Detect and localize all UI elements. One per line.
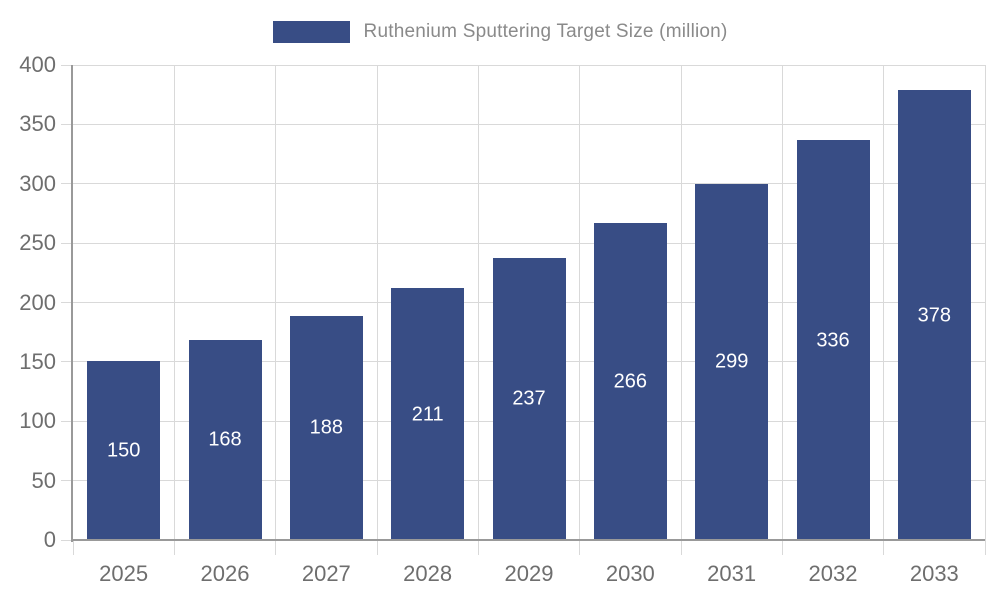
x-axis-tick (376, 540, 378, 555)
legend-swatch (272, 21, 350, 43)
bar-value-label: 168 (208, 428, 242, 451)
bar (492, 257, 566, 539)
bar-value-label: 237 (512, 387, 546, 410)
gridline-vertical (173, 65, 175, 540)
gridline-vertical (883, 65, 885, 540)
x-axis-tick (72, 540, 74, 555)
y-tick-label: 50 (31, 467, 56, 493)
y-axis-tick (61, 123, 72, 125)
gridline-horizontal (73, 64, 985, 66)
bar (796, 140, 870, 539)
x-tick-label: 2032 (808, 561, 858, 586)
bar-value-label: 299 (714, 350, 749, 373)
x-tick-label: 2027 (301, 561, 351, 586)
plot-area: 0 50 100 150 200 250 300 350 400 150 2025 168 2026 18… (19, 52, 986, 586)
y-axis-tick (61, 183, 72, 185)
y-axis-tick (61, 302, 72, 303)
y-axis-tick (61, 539, 72, 541)
y-axis-tick (61, 480, 72, 482)
y-axis-tick (61, 64, 72, 66)
gridline-horizontal (73, 242, 985, 244)
x-axis-tick (173, 540, 175, 555)
gridline-horizontal (73, 183, 985, 185)
gridline-vertical (984, 65, 986, 540)
y-tick-label: 100 (19, 408, 56, 434)
x-axis-tick (579, 540, 581, 555)
x-tick-label: 2028 (403, 561, 453, 586)
y-tick-label: 400 (19, 52, 56, 77)
gridline-vertical (680, 65, 682, 540)
x-axis-tick (781, 540, 783, 555)
x-axis-tick (984, 540, 986, 555)
y-tick-label: 200 (19, 289, 56, 315)
y-tick-label: 250 (19, 230, 56, 256)
bar (87, 360, 161, 539)
y-axis-tick (61, 242, 72, 244)
x-axis-tick (275, 540, 277, 555)
bar (188, 339, 262, 539)
gridline-vertical (781, 65, 783, 540)
x-axis-tick (883, 540, 885, 555)
bar-value-label: 378 (917, 304, 952, 327)
gridline-vertical (477, 65, 479, 540)
x-tick-label: 2033 (909, 561, 959, 586)
gridline-vertical (579, 65, 581, 540)
y-tick-label: 150 (19, 348, 56, 374)
chart-legend[interactable]: Ruthenium Sputtering Target Size (millio… (0, 14, 1000, 50)
y-axis-tick (61, 420, 72, 422)
x-axis-tick (680, 540, 682, 555)
gridline-horizontal (73, 123, 985, 125)
gridline-vertical (275, 65, 277, 540)
y-tick-label: 350 (19, 111, 56, 137)
x-axis-line (71, 539, 985, 541)
legend-label: Ruthenium Sputtering Target Size (millio… (363, 21, 728, 42)
x-tick-label: 2029 (504, 561, 554, 586)
bar-value-label: 188 (309, 416, 344, 439)
bar (593, 223, 667, 539)
y-tick-label: 0 (43, 527, 56, 552)
bar-value-label: 150 (106, 439, 141, 462)
gridline-vertical (376, 65, 378, 540)
bar (289, 315, 363, 539)
x-axis-tick (477, 540, 479, 555)
x-tick-label: 2031 (707, 561, 757, 586)
y-axis-tick (61, 361, 72, 363)
bar-value-label: 266 (613, 370, 648, 393)
x-tick-label: 2025 (99, 561, 149, 586)
x-tick-label: 2030 (605, 561, 655, 586)
bar (897, 90, 971, 539)
y-axis-line (71, 65, 73, 542)
bar (695, 183, 769, 539)
bar (391, 288, 465, 539)
bar-value-label: 336 (816, 329, 850, 351)
x-tick-label: 2026 (200, 561, 250, 586)
y-tick-label: 300 (19, 170, 56, 196)
bar-value-label: 211 (411, 403, 444, 426)
